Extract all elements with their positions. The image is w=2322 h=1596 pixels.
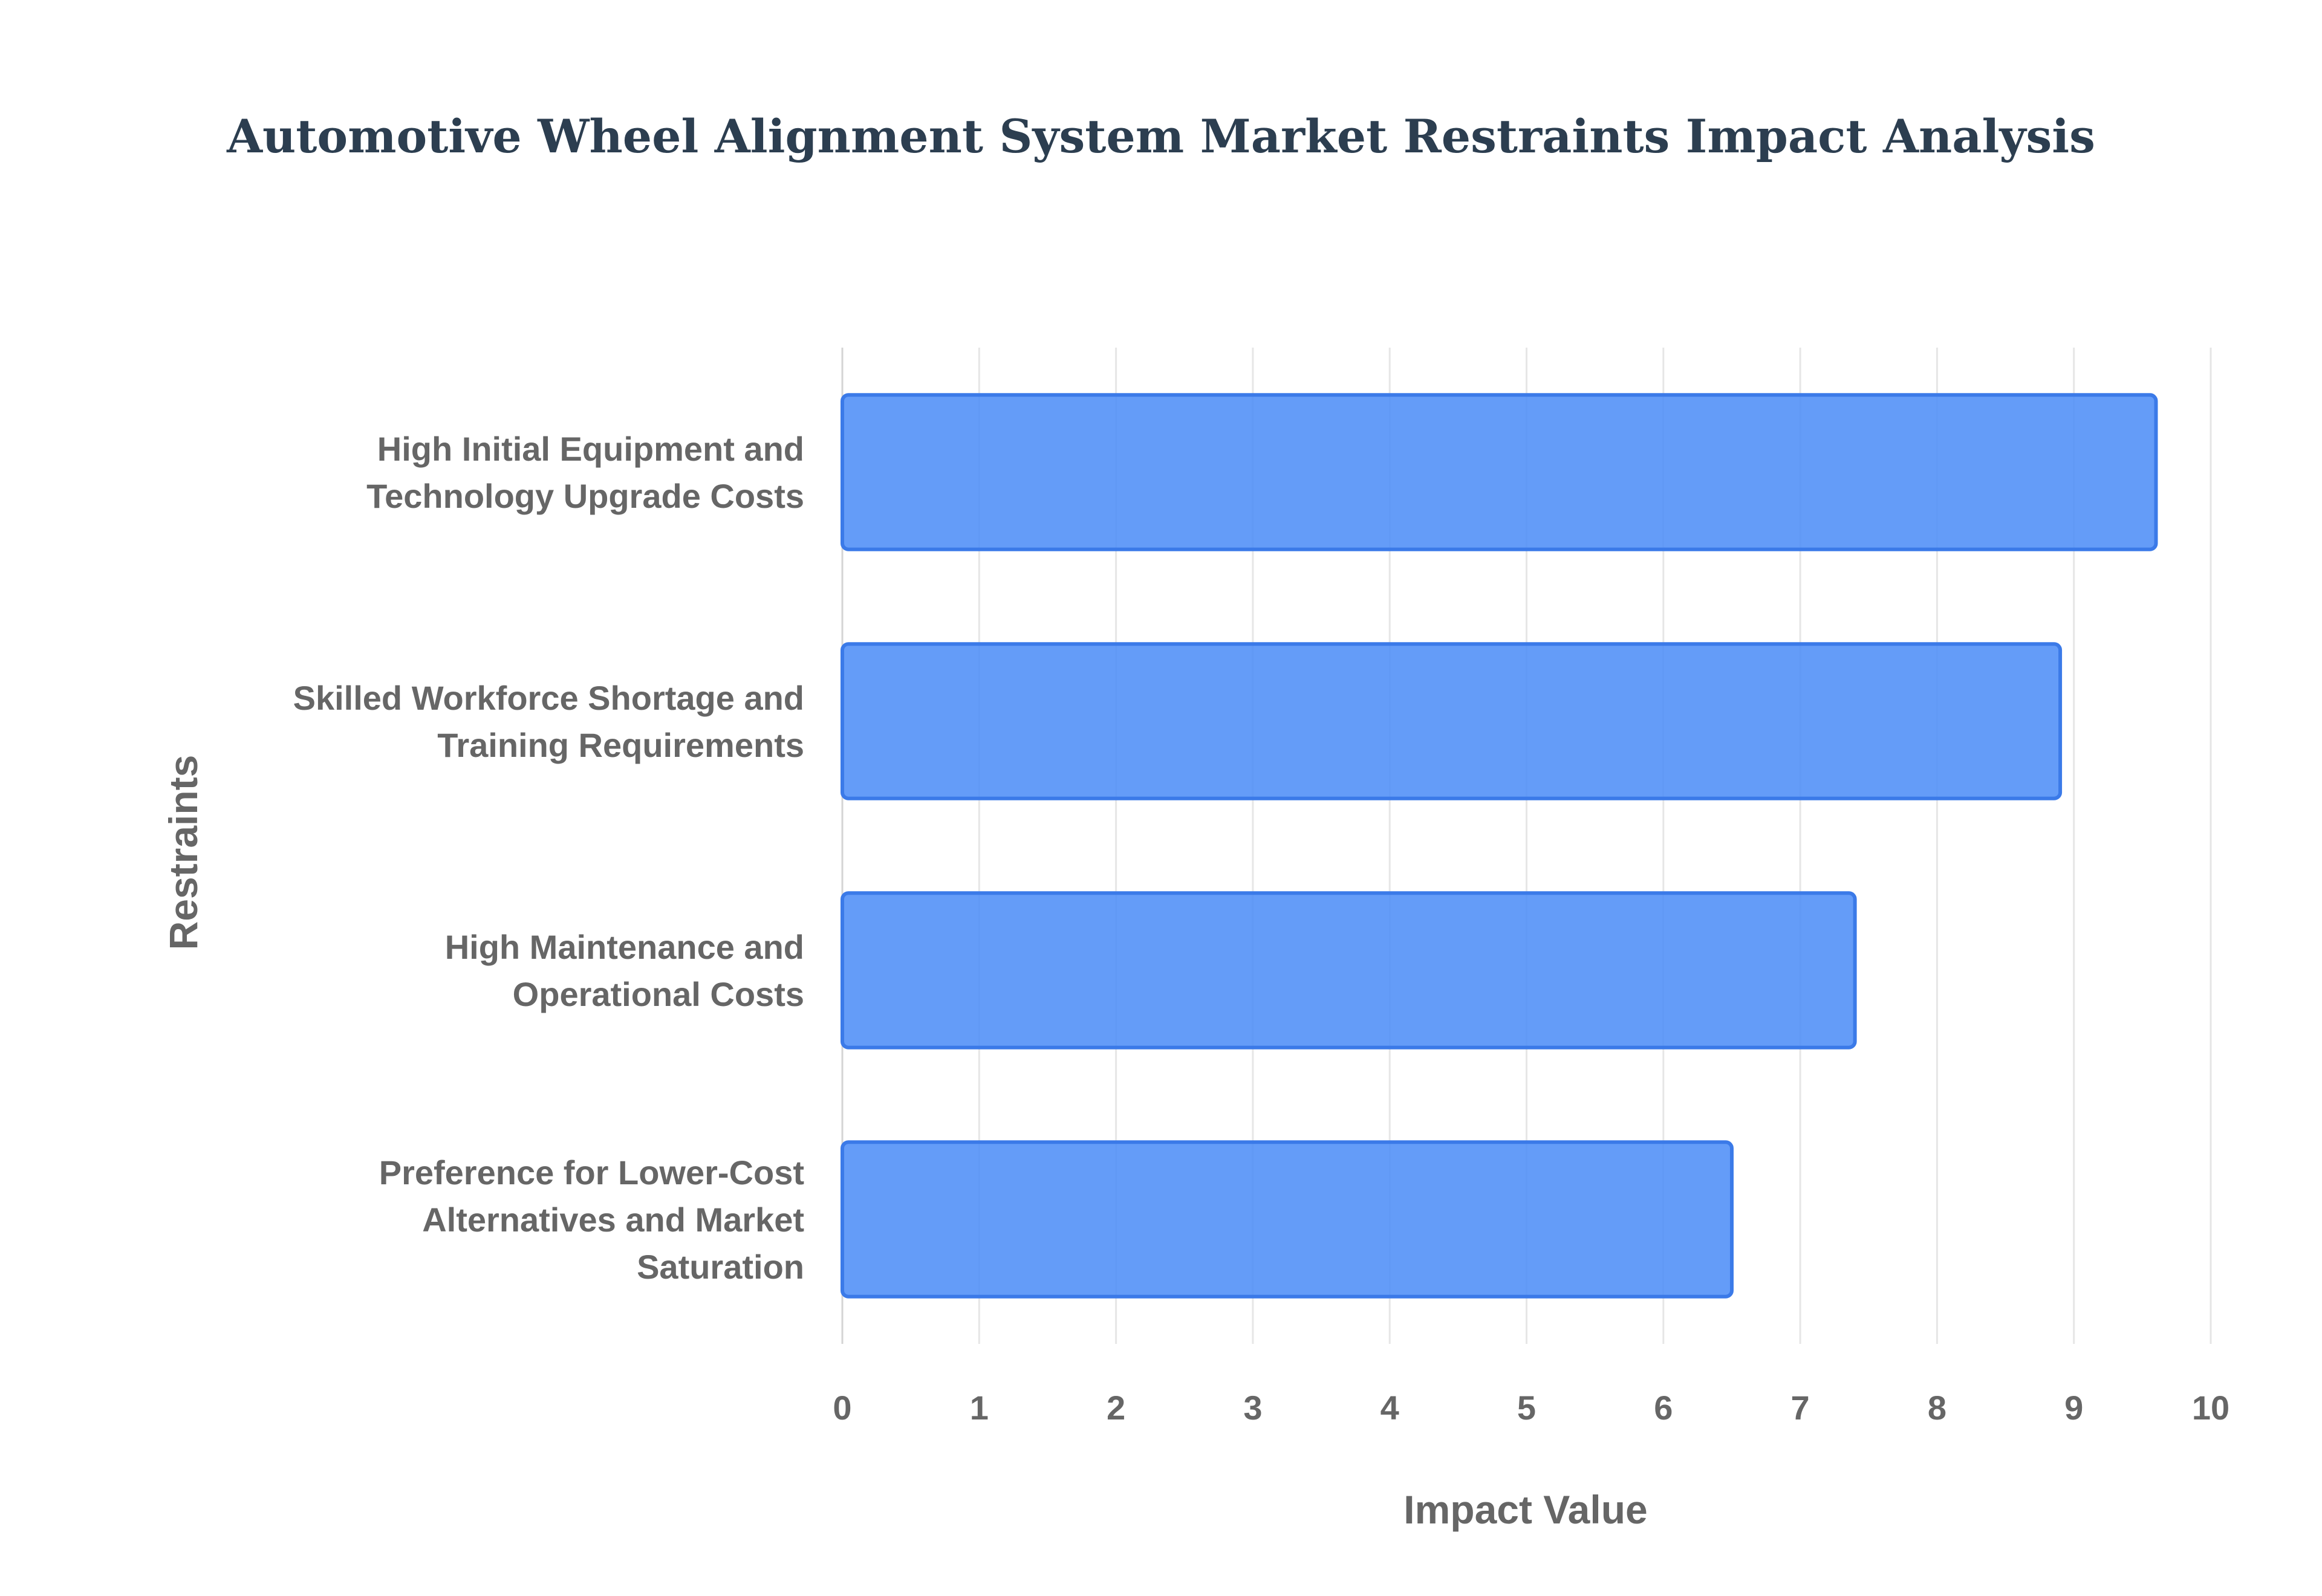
- x-tick-label: 2: [1107, 1389, 1125, 1427]
- category-label-line: Training Requirements: [437, 726, 804, 764]
- x-tick-label: 8: [1928, 1389, 1946, 1427]
- category-label: High Maintenance and Operational Costs: [445, 928, 804, 1013]
- category-label-line: Technology Upgrade Costs: [366, 477, 804, 515]
- category-label-line: Preference for Lower-Cost: [379, 1153, 804, 1192]
- x-tick-label: 0: [833, 1389, 851, 1427]
- category-label-line: High Maintenance and: [445, 928, 804, 966]
- y-axis-title: Restraints: [161, 755, 206, 950]
- x-tick-label: 5: [1517, 1389, 1536, 1427]
- x-tick-label: 7: [1791, 1389, 1810, 1427]
- x-tick-label: 10: [2192, 1389, 2229, 1427]
- x-axis-title: Impact Value: [1403, 1487, 1648, 1532]
- x-tick-label: 9: [2064, 1389, 2083, 1427]
- x-tick-labels: 0 1 2 3 4 5 6 7 8 9 10: [833, 1389, 2229, 1427]
- category-label-line: Operational Costs: [513, 975, 804, 1013]
- bar: [841, 891, 1857, 1049]
- category-labels: High Initial Equipment and Technology Upg…: [293, 430, 804, 1286]
- category-label: Skilled Workforce Shortage and Training R…: [293, 679, 804, 764]
- x-tick-label: 1: [970, 1389, 989, 1427]
- category-label-line: Skilled Workforce Shortage and: [293, 679, 804, 717]
- bar: [841, 642, 2063, 800]
- category-label-line: Alternatives and Market: [422, 1201, 804, 1239]
- category-label: Preference for Lower-Cost Alternatives an…: [379, 1153, 804, 1286]
- category-label: High Initial Equipment and Technology Upg…: [366, 430, 804, 515]
- chart-title: Automotive Wheel Alignment System Market…: [226, 109, 2095, 163]
- x-tick-label: 4: [1381, 1389, 1399, 1427]
- bar: [841, 1140, 1734, 1299]
- x-tick-label: 3: [1243, 1389, 1262, 1427]
- bar: [841, 393, 2158, 551]
- category-label-line: Saturation: [637, 1248, 804, 1286]
- category-label-line: High Initial Equipment and: [377, 430, 804, 468]
- x-tick-label: 6: [1654, 1389, 1673, 1427]
- bars: [841, 393, 2158, 1299]
